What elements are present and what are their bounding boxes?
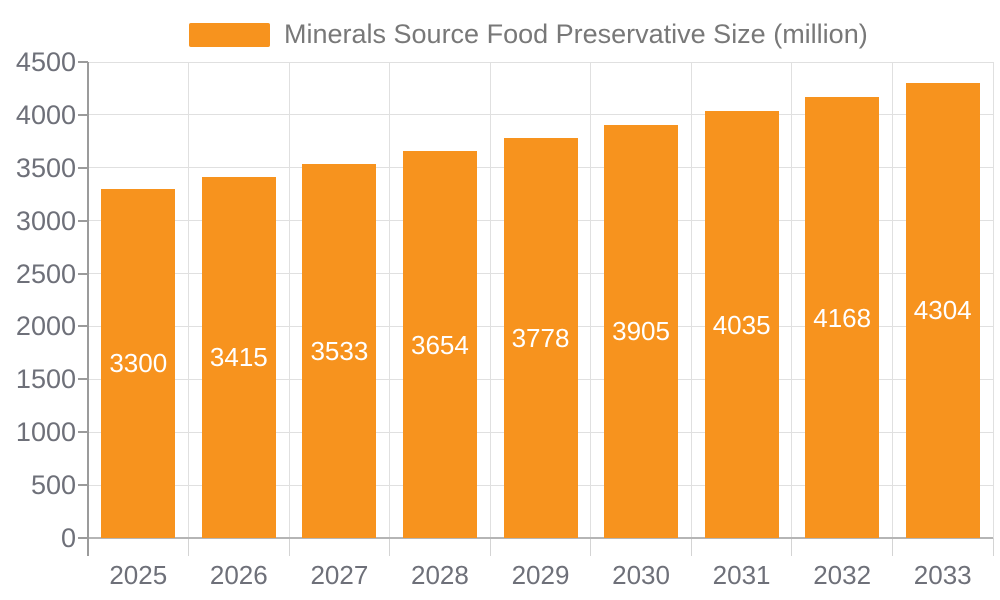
x-axis-tick [489, 538, 491, 556]
bar[interactable] [402, 151, 477, 538]
y-axis-tick [78, 378, 88, 381]
bar[interactable] [101, 188, 176, 538]
bar[interactable] [503, 138, 578, 538]
y-axis-tick [78, 537, 88, 539]
y-axis-tick [78, 166, 88, 169]
gridline-vertical [590, 62, 592, 538]
x-axis-tick-label: 2029 [511, 560, 570, 590]
x-axis-tick-label: 2032 [813, 560, 872, 590]
y-axis-tick-label: 0 [60, 523, 76, 553]
gridline-vertical [690, 62, 692, 538]
y-axis-tick-label: 1000 [15, 417, 76, 448]
x-axis-tick [992, 538, 994, 556]
y-axis-tick-label: 500 [30, 470, 76, 501]
gridline-vertical [188, 62, 190, 538]
x-axis-tick [288, 538, 290, 556]
legend-swatch [189, 22, 270, 47]
x-axis-tick [188, 538, 190, 556]
bar[interactable] [905, 82, 980, 538]
x-axis-tick [389, 538, 391, 556]
y-axis-tick-label: 2000 [15, 311, 76, 342]
gridline-vertical [791, 62, 793, 538]
x-axis-tick [590, 538, 592, 556]
bar[interactable] [604, 124, 679, 538]
bar[interactable] [201, 176, 276, 538]
gridline-vertical [288, 62, 290, 538]
x-axis-tick [791, 538, 793, 556]
y-axis-tick-label: 3500 [15, 152, 76, 183]
x-axis-tick [690, 538, 692, 556]
x-axis-tick-label: 2033 [913, 560, 972, 590]
y-axis-tick-label: 4000 [15, 99, 76, 130]
y-axis-tick [78, 325, 88, 328]
gridline-vertical [489, 62, 491, 538]
y-axis-tick [78, 61, 88, 63]
gridline-horizontal [88, 61, 993, 63]
x-axis-tick-label: 2027 [310, 560, 369, 590]
y-axis-tick [78, 484, 88, 487]
x-axis-line [88, 537, 993, 539]
gridline-vertical [389, 62, 391, 538]
y-axis-tick [78, 272, 88, 275]
gridline-horizontal [88, 114, 993, 116]
bar[interactable] [805, 97, 880, 538]
y-axis-tick-label: 1500 [15, 364, 76, 395]
y-axis-tick-label: 2500 [15, 258, 76, 289]
x-axis-tick [891, 538, 893, 556]
gridline-vertical [992, 62, 994, 538]
y-axis-tick [78, 431, 88, 434]
y-axis-tick-label: 3000 [15, 205, 76, 236]
legend-label: Minerals Source Food Preservative Size (… [284, 19, 868, 49]
y-axis-tick [78, 219, 88, 222]
y-axis-tick-label: 4500 [15, 47, 76, 77]
x-axis-tick-label: 2026 [209, 560, 268, 590]
bar[interactable] [704, 111, 779, 538]
gridline-vertical [891, 62, 893, 538]
x-axis-tick-label: 2028 [411, 560, 469, 590]
y-axis-tick [78, 113, 88, 116]
y-axis-line [87, 62, 89, 556]
bar[interactable] [302, 164, 377, 538]
x-axis-tick-label: 2030 [612, 560, 670, 590]
legend-item[interactable]: Minerals Source Food Preservative Size (… [189, 19, 868, 50]
x-axis-tick-label: 2025 [109, 560, 168, 590]
x-axis-tick-label: 2031 [712, 560, 771, 590]
